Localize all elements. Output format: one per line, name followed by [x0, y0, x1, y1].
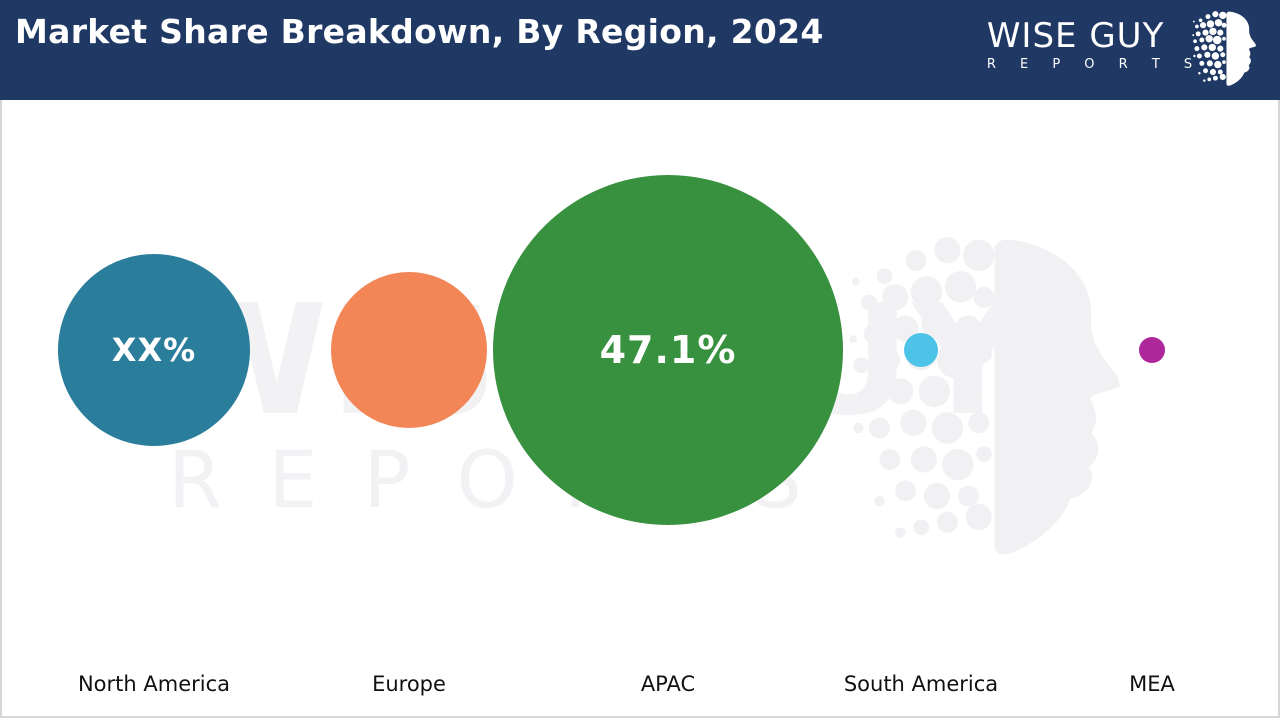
bubble-north-america-value-label: XX% [58, 254, 250, 446]
category-label-mea: MEA [1129, 672, 1175, 696]
brand-name-text: WISE GUY [986, 16, 1165, 56]
category-label-north-america: North America [77, 672, 231, 696]
category-label-europe: Europe [372, 672, 446, 696]
bubble-apac-value-label: 47.1% [493, 175, 843, 525]
header-bar: Market Share Breakdown, By Region, 2024 … [0, 0, 1280, 100]
brand-reports-text: R E P O R T S [986, 57, 1203, 72]
brand-logo: WISE GUY R E P O R T S [987, 8, 1266, 88]
bubble-south-america [904, 333, 938, 367]
category-label-apac: APAC [640, 672, 696, 696]
bubble-europe [331, 272, 487, 428]
logo-face-icon [1192, 11, 1257, 86]
bubble-mea [1139, 337, 1165, 363]
category-label-south-america: South America [843, 672, 999, 696]
brand-wordmark: WISE GUY R E P O R T S [987, 18, 1202, 72]
page-title: Market Share Breakdown, By Region, 2024 [15, 12, 824, 51]
